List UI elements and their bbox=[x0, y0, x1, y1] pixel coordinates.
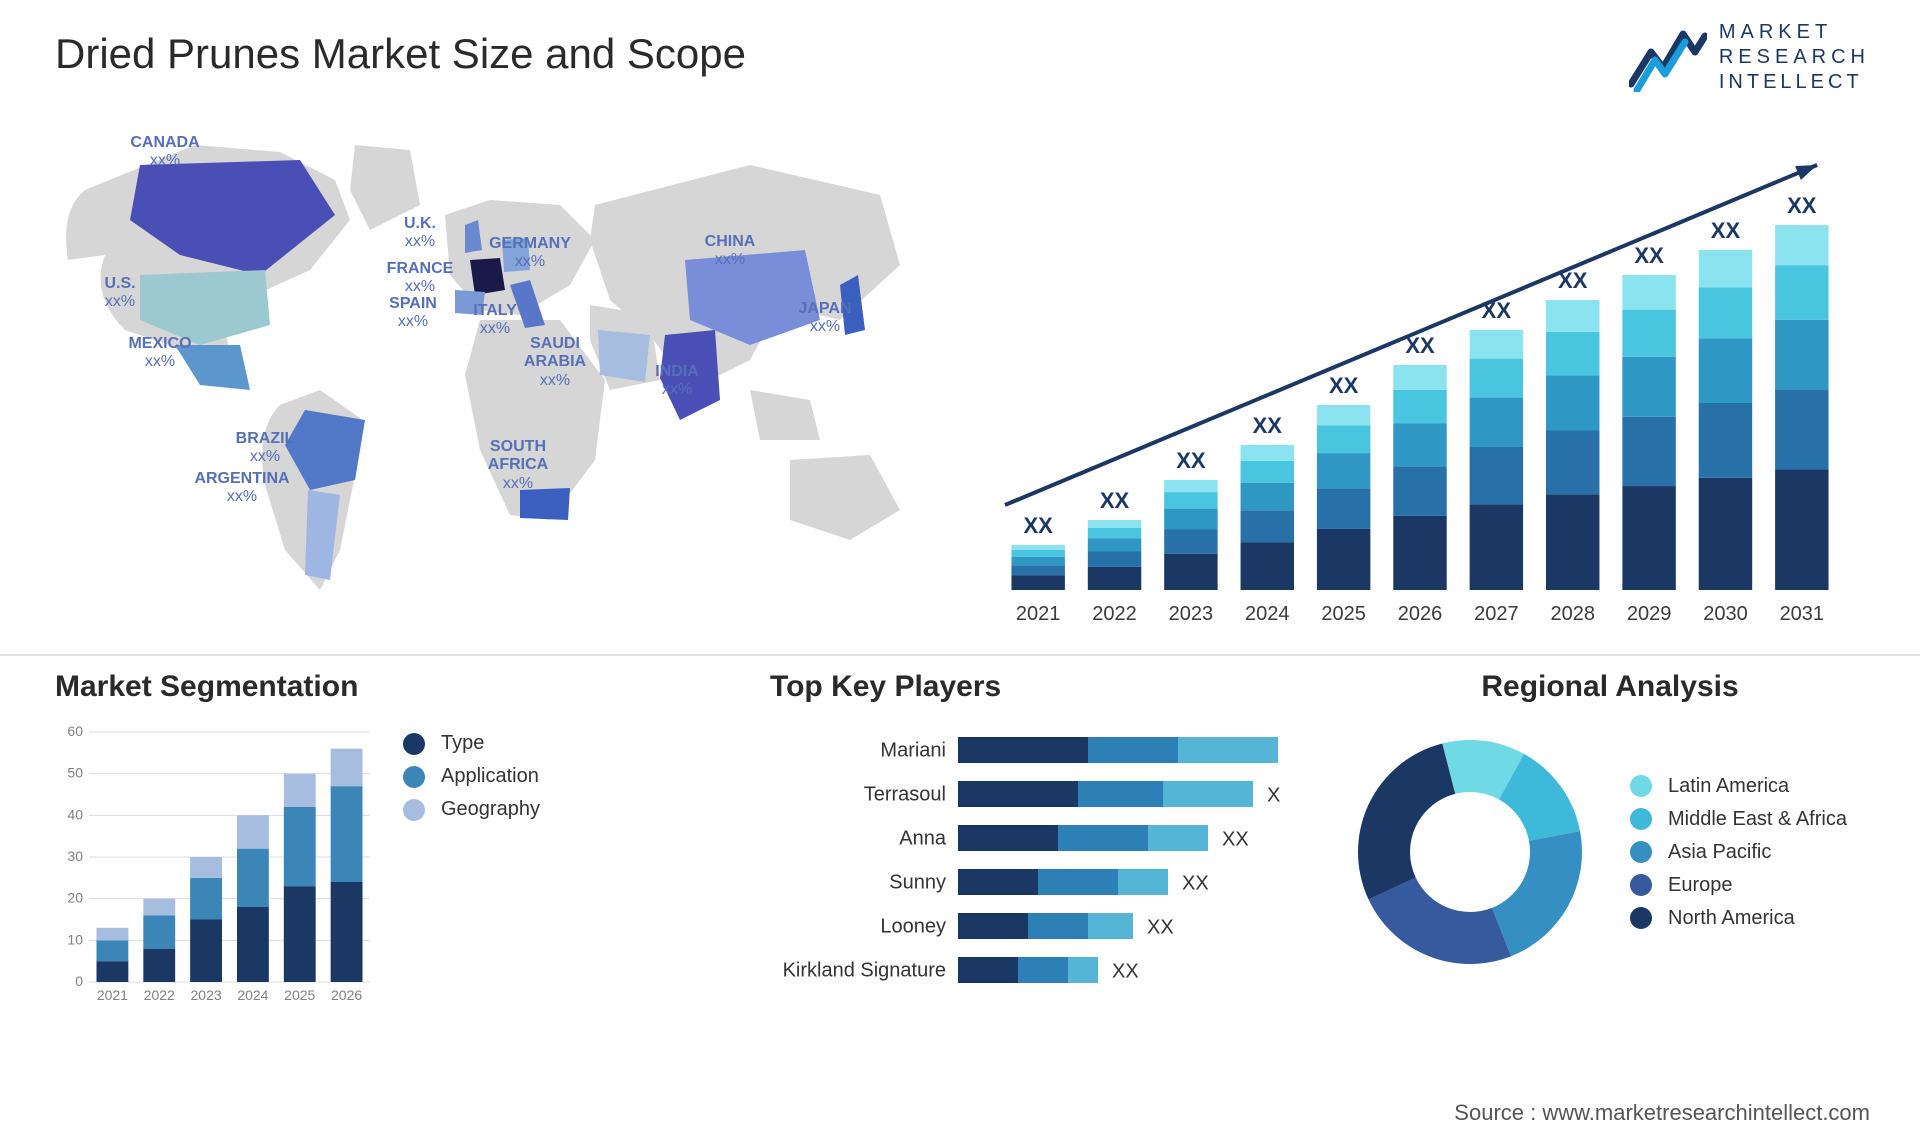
legend-dot bbox=[1630, 808, 1652, 830]
world-map-panel: CANADAxx%U.S.xx%MEXICOxx%BRAZILxx%ARGENT… bbox=[50, 120, 920, 630]
segmentation-panel: Market Segmentation 0 10 20 30 40 50 60 2021 202… bbox=[55, 670, 585, 1012]
source-note: Source : www.marketresearchintellect.com bbox=[1454, 1100, 1870, 1126]
svg-text:20: 20 bbox=[67, 890, 83, 906]
svg-text:30: 30 bbox=[67, 848, 83, 864]
svg-text:2024: 2024 bbox=[237, 987, 268, 1003]
legend-item: Europe bbox=[1630, 874, 1847, 897]
player-value: XX bbox=[1182, 872, 1209, 894]
bar-year-label: 2027 bbox=[1474, 603, 1519, 625]
bar-year-label: 2025 bbox=[1321, 603, 1366, 625]
bar-year-label: 2028 bbox=[1550, 603, 1595, 625]
player-value: XX bbox=[1267, 784, 1280, 806]
regional-legend: Latin America Middle East & Africa Asia Pa… bbox=[1630, 765, 1847, 940]
legend-label: Latin America bbox=[1668, 775, 1789, 798]
segmentation-legend: Type Application Geography bbox=[403, 722, 540, 831]
legend-dot bbox=[1630, 841, 1652, 863]
regional-panel: Regional Analysis Latin America Middle Ea… bbox=[1340, 670, 1880, 982]
bar-year-label: 2021 bbox=[1016, 603, 1060, 625]
brand-logo: MARKET RESEARCH INTELLECT bbox=[1629, 20, 1870, 95]
page-title: Dried Prunes Market Size and Scope bbox=[55, 30, 746, 78]
player-name: Anna bbox=[899, 828, 947, 850]
bar-value-label: XX bbox=[1253, 413, 1283, 438]
logo-line3: INTELLECT bbox=[1719, 70, 1870, 95]
player-value: XX bbox=[1222, 828, 1249, 850]
logo-icon bbox=[1629, 24, 1707, 92]
bar-value-label: XX bbox=[1711, 218, 1741, 243]
legend-dot bbox=[403, 733, 425, 755]
svg-text:2023: 2023 bbox=[191, 987, 222, 1003]
player-value: XX bbox=[1147, 916, 1174, 938]
legend-item: Asia Pacific bbox=[1630, 841, 1847, 864]
keyplayers-chart: Mariani XX Terrasoul XX Anna XX Sunny XX Looney X… bbox=[770, 722, 1280, 1022]
section-divider bbox=[0, 654, 1920, 656]
legend-item: Latin America bbox=[1630, 775, 1847, 798]
legend-item: North America bbox=[1630, 907, 1847, 930]
legend-label: Middle East & Africa bbox=[1668, 808, 1847, 831]
bar-value-label: XX bbox=[1329, 373, 1359, 398]
bar-year-label: 2030 bbox=[1703, 603, 1748, 625]
svg-text:2025: 2025 bbox=[284, 987, 315, 1003]
keyplayers-title: Top Key Players bbox=[770, 670, 1280, 704]
legend-label: Asia Pacific bbox=[1668, 841, 1771, 864]
svg-text:2026: 2026 bbox=[331, 987, 362, 1003]
segmentation-chart: 0 10 20 30 40 50 60 2021 2022 2023 2024 2025 2026 bbox=[55, 722, 375, 1012]
player-name: Kirkland Signature bbox=[783, 960, 946, 982]
player-name: Looney bbox=[880, 916, 946, 938]
growth-chart-svg: XXXXXXXXXXXXXXXXXXXXXX 20212022202320242… bbox=[980, 130, 1860, 640]
bar-year-label: 2031 bbox=[1780, 603, 1825, 625]
bar-value-label: XX bbox=[1787, 193, 1817, 218]
legend-label: Type bbox=[441, 732, 484, 755]
svg-text:2022: 2022 bbox=[144, 987, 175, 1003]
legend-label: Geography bbox=[441, 798, 540, 821]
legend-dot bbox=[1630, 907, 1652, 929]
logo-line2: RESEARCH bbox=[1719, 45, 1870, 70]
bar-year-label: 2026 bbox=[1398, 603, 1443, 625]
svg-text:10: 10 bbox=[67, 931, 83, 947]
svg-text:40: 40 bbox=[67, 806, 83, 822]
player-name: Sunny bbox=[889, 872, 946, 894]
logo-line1: MARKET bbox=[1719, 20, 1870, 45]
bar-year-label: 2022 bbox=[1092, 603, 1137, 625]
legend-dot bbox=[403, 799, 425, 821]
bar-value-label: XX bbox=[1024, 513, 1054, 538]
bar-value-label: XX bbox=[1100, 488, 1130, 513]
svg-text:50: 50 bbox=[67, 765, 83, 781]
bar-value-label: XX bbox=[1634, 243, 1664, 268]
bar-value-label: XX bbox=[1176, 448, 1206, 473]
growth-chart: XXXXXXXXXXXXXXXXXXXXXX 20212022202320242… bbox=[980, 130, 1860, 630]
legend-label: Europe bbox=[1668, 874, 1733, 897]
svg-text:2021: 2021 bbox=[97, 987, 128, 1003]
legend-dot bbox=[1630, 775, 1652, 797]
keyplayers-panel: Top Key Players Mariani XX Terrasoul XX Anna… bbox=[770, 670, 1280, 1027]
legend-item: Type bbox=[403, 732, 540, 755]
svg-text:0: 0 bbox=[75, 973, 83, 989]
svg-text:60: 60 bbox=[67, 723, 83, 739]
legend-dot bbox=[403, 766, 425, 788]
bar-year-label: 2029 bbox=[1627, 603, 1672, 625]
legend-item: Geography bbox=[403, 798, 540, 821]
world-map-svg bbox=[50, 120, 920, 630]
bar-year-label: 2024 bbox=[1245, 603, 1290, 625]
segmentation-title: Market Segmentation bbox=[55, 670, 585, 704]
player-name: Mariani bbox=[880, 740, 946, 762]
regional-title: Regional Analysis bbox=[1340, 670, 1880, 704]
legend-label: Application bbox=[441, 765, 539, 788]
legend-item: Middle East & Africa bbox=[1630, 808, 1847, 831]
bar-year-label: 2023 bbox=[1169, 603, 1214, 625]
legend-dot bbox=[1630, 874, 1652, 896]
legend-label: North America bbox=[1668, 907, 1795, 930]
player-value: XX bbox=[1112, 960, 1139, 982]
player-name: Terrasoul bbox=[864, 784, 946, 806]
legend-item: Application bbox=[403, 765, 540, 788]
regional-donut bbox=[1340, 722, 1600, 982]
